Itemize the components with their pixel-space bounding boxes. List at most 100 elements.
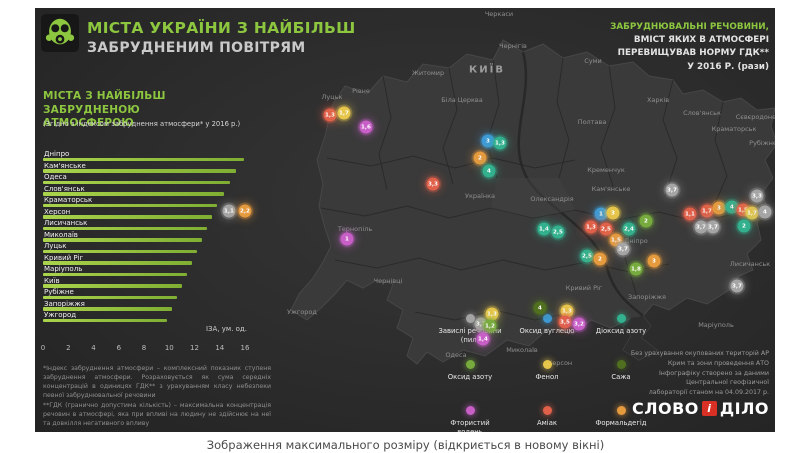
infographic-image[interactable]: МІСТА УКРАЇНИ З НАЙБІЛЬШ ЗАБРУДНЕНИМ ПОВ… xyxy=(35,8,775,432)
pollution-marker: 1,2 xyxy=(483,319,497,333)
axis-tick-label: 2 xyxy=(66,344,71,352)
legend-item: Фтористий водень xyxy=(430,406,510,432)
credit-line: Без урахування окупованих територій АР xyxy=(630,350,769,357)
credit-line: лабораторії станом на 04.09.2017 р. xyxy=(648,389,769,396)
bar-row: Дніпро xyxy=(43,150,283,162)
bar-city-label: Луцьк xyxy=(44,242,67,250)
pollution-marker: 1,6 xyxy=(359,120,373,134)
map-city-label: Луцьк xyxy=(321,93,343,101)
legend-item: Фенол xyxy=(516,360,578,404)
bar-chart-subtitle: (Згідно з індексом забруднення атмосфери… xyxy=(43,120,241,128)
map-city-label: Лисичанськ xyxy=(729,260,771,268)
pollution-marker: 2,5 xyxy=(551,225,565,239)
axis-unit-label: ІЗА, ум. од. xyxy=(205,325,247,333)
bar xyxy=(43,169,237,173)
pollution-marker: 1,4 xyxy=(476,332,490,346)
pollution-marker: 3,7 xyxy=(616,242,630,256)
map-city-label: Сєвєродонецьк xyxy=(735,113,775,121)
legend-label: Завислі речовини (пил) xyxy=(438,327,502,344)
legend-item: Оксид вуглецю xyxy=(516,314,578,358)
pollution-marker: 2,5 xyxy=(580,249,594,263)
bar xyxy=(43,272,187,277)
map-city-label: Запоріжжя xyxy=(628,293,666,301)
pollutants-title-line: У 2016 Р. (рази) xyxy=(687,61,769,72)
axis-tick-label: 12 xyxy=(190,344,199,352)
logo-word-right: ДІЛО xyxy=(719,399,769,418)
pollution-marker: 3,3 xyxy=(426,177,440,191)
bar-row: Лисичанськ xyxy=(43,219,283,231)
slovoidilo-logo: СЛОВО і ДІЛО xyxy=(632,399,769,418)
logo-word-left: СЛОВО xyxy=(631,399,699,418)
map-city-label: Українка xyxy=(465,192,495,200)
pollution-marker: 1,7 xyxy=(337,106,351,120)
map-city-label: Ужгород xyxy=(287,308,317,316)
legend-item: Діоксид азоту xyxy=(584,314,658,358)
pollution-marker: 1,3 xyxy=(584,220,598,234)
credit-line: Крим та зони проведення АТО xyxy=(667,359,769,367)
bar xyxy=(43,203,218,208)
bar-row: Кам'янське xyxy=(43,162,283,174)
pollution-marker: 2 xyxy=(473,151,487,165)
bar-row: Миколаїв xyxy=(43,231,283,243)
pollution-marker: 3,5 xyxy=(558,315,572,329)
pollution-marker: 3 xyxy=(606,206,620,220)
pollution-marker: 3,3 xyxy=(750,189,764,203)
ukraine-map xyxy=(290,39,775,365)
pollution-marker: 1,1 xyxy=(683,207,697,221)
legend-item: Сажа xyxy=(584,360,658,404)
bar-city-label: Лисичанськ xyxy=(44,219,88,227)
legend-item: Формальдегід xyxy=(584,406,658,432)
dnipro-river xyxy=(517,51,644,317)
map-city-label: Суми xyxy=(584,57,602,65)
bar-row: Маріуполь xyxy=(43,265,283,277)
bar xyxy=(43,215,213,219)
bar-axis: 0 2 4 6 8 10 12 14 16 xyxy=(40,344,263,354)
nitrogen-oxide-icon xyxy=(465,360,475,369)
pollution-marker: 2,4 xyxy=(622,222,636,236)
pollution-marker: 1,8 xyxy=(629,262,643,276)
bar-row: Одеса xyxy=(43,173,283,185)
map-city-label: КИЇВ xyxy=(469,64,505,76)
pollution-marker: 4 xyxy=(725,200,739,214)
bar-city-label: Запоріжжя xyxy=(44,299,85,308)
axis-tick-label: 16 xyxy=(240,344,250,352)
footnote-iza: *Індекс забруднення атмосфери – комплекс… xyxy=(43,365,271,399)
pollution-marker: 2,2 xyxy=(238,204,252,218)
pollution-marker: 2,5 xyxy=(599,222,613,236)
bar xyxy=(43,261,192,265)
credits: Без урахування окупованих територій АР Кр… xyxy=(631,349,769,398)
legend-label: Оксид вуглецю xyxy=(519,327,575,335)
bar-city-label: Рубіжне xyxy=(44,288,74,296)
bar xyxy=(43,295,177,300)
legend-label: Діоксид азоту xyxy=(595,327,647,335)
bar-row: Кривий Ріг xyxy=(43,254,283,266)
soot-icon xyxy=(616,360,626,369)
gas-mask-icon xyxy=(41,14,79,52)
legend-label: Формальдегід xyxy=(595,419,647,427)
bar xyxy=(43,192,224,196)
legend-label: Сажа xyxy=(611,373,631,381)
pollution-marker: 1,7 xyxy=(745,206,759,220)
axis-tick-label: 6 xyxy=(116,344,122,352)
bar xyxy=(43,238,203,242)
bar xyxy=(43,157,244,162)
phenol-icon xyxy=(542,360,552,369)
map-city-label: Рівне xyxy=(352,87,370,95)
map-city-label: Слов'янськ xyxy=(683,109,721,117)
pollution-marker: 3,7 xyxy=(694,220,708,234)
page-title: МІСТА УКРАЇНИ З НАЙБІЛЬШ ЗАБРУДНЕНИМ ПОВ… xyxy=(87,19,356,56)
bar-row: Херсон xyxy=(43,208,283,220)
map-city-label: Чернігів xyxy=(499,42,527,50)
map-city-label: Чернівці xyxy=(373,277,403,285)
pollution-marker: 3 xyxy=(712,201,726,215)
fullsize-image-link[interactable]: Зображення максимального розміру (відкри… xyxy=(206,438,605,452)
pollution-marker: 1 xyxy=(594,207,608,221)
map-city-label: Маріуполь xyxy=(698,321,734,329)
page-title-line2: ЗАБРУДНЕНИМ ПОВІТРЯМ xyxy=(87,39,306,56)
dust-icon xyxy=(465,314,475,323)
map-city-label: Полтава xyxy=(577,118,607,126)
axis-tick-label: 0 xyxy=(40,344,46,352)
pollutants-title: ЗАБРУДНЮВАЛЬНІ РЕЧОВИНИ, ВМІСТ ЯКИХ В АТМ… xyxy=(610,21,769,74)
pollution-marker: 3,7 xyxy=(706,220,720,234)
